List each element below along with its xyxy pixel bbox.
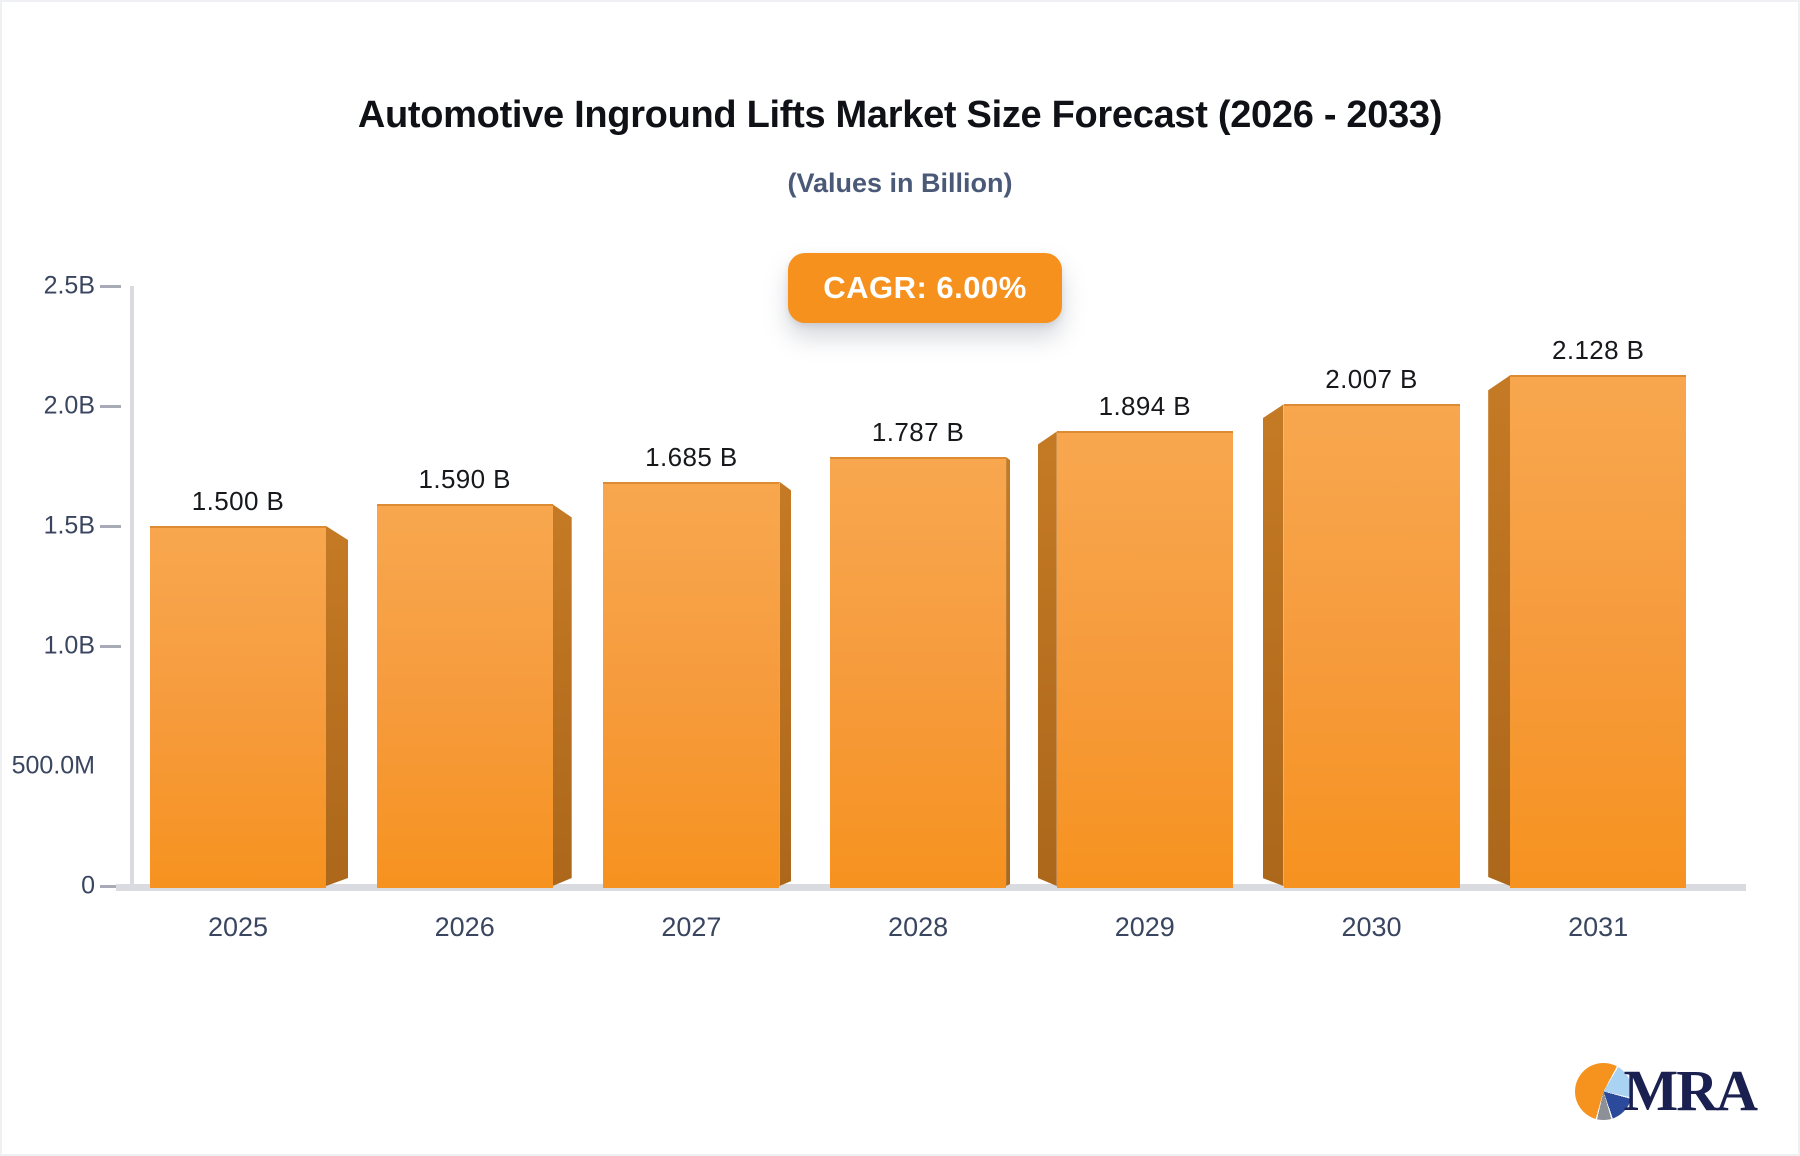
bar-2025	[150, 526, 326, 888]
y-axis-tick-label: 1.5B	[43, 511, 95, 540]
bar-side-2030	[1263, 404, 1284, 886]
bar-side-2026	[553, 504, 572, 886]
bar-value-label-2026: 1.590 B	[418, 464, 511, 495]
y-axis-tick	[100, 644, 121, 648]
bar-value-label-2030: 2.007 B	[1325, 364, 1418, 395]
y-axis-tick-label: 500.0M	[11, 751, 95, 780]
bar-2026	[376, 504, 553, 888]
chart-subtitle: (Values in Billion)	[787, 168, 1013, 198]
bar-2027	[603, 481, 780, 888]
brand-logo: MRA	[1575, 1058, 1758, 1123]
bar-side-2031	[1488, 375, 1510, 886]
y-axis-tick	[100, 524, 121, 528]
x-axis-label-2029: 2029	[1114, 912, 1175, 942]
bar-value-label-2031: 2.128 B	[1551, 335, 1645, 366]
bar-2031	[1510, 375, 1687, 888]
x-axis-label-2026: 2026	[434, 912, 495, 942]
y-axis-tick-label: 2.0B	[43, 391, 95, 420]
bar-2030	[1283, 404, 1460, 888]
y-axis-tick-label: 1.0B	[43, 631, 95, 660]
y-axis-tick-label: 2.5B	[43, 271, 95, 300]
x-axis-label-2027: 2027	[661, 912, 722, 942]
y-axis-tick-label: 0	[81, 871, 95, 900]
y-axis-tick	[100, 404, 121, 408]
pie-chart-logo-icon	[1575, 1062, 1633, 1120]
bar-side-2029	[1038, 431, 1057, 886]
cagr-badge: CAGR: 6.00%	[788, 253, 1062, 323]
bar-value-label-2028: 1.787 B	[871, 417, 965, 448]
bar-side-2025	[326, 526, 348, 886]
brand-name: MRA	[1623, 1058, 1758, 1123]
bar-2028	[830, 457, 1007, 888]
cagr-badge-label: CAGR: 6.00%	[823, 270, 1027, 305]
bar-side-2028	[1006, 457, 1010, 886]
bar-value-label-2027: 1.685 B	[645, 441, 738, 472]
bar-2029	[1056, 431, 1233, 888]
x-axis-label-2028: 2028	[888, 912, 949, 942]
x-axis-label-2031: 2031	[1568, 912, 1629, 942]
x-axis-label-2030: 2030	[1341, 912, 1402, 942]
y-axis-tick	[100, 884, 121, 888]
y-axis-line	[130, 286, 134, 891]
bar-side-2027	[779, 482, 791, 886]
bar-value-label-2029: 1.894 B	[1098, 391, 1192, 422]
bar-value-label-2025: 1.500 B	[191, 486, 285, 516]
x-axis-label-2025: 2025	[207, 912, 269, 942]
y-axis-tick	[100, 284, 121, 288]
chart-title: Automotive Inground Lifts Market Size Fo…	[357, 94, 1443, 136]
